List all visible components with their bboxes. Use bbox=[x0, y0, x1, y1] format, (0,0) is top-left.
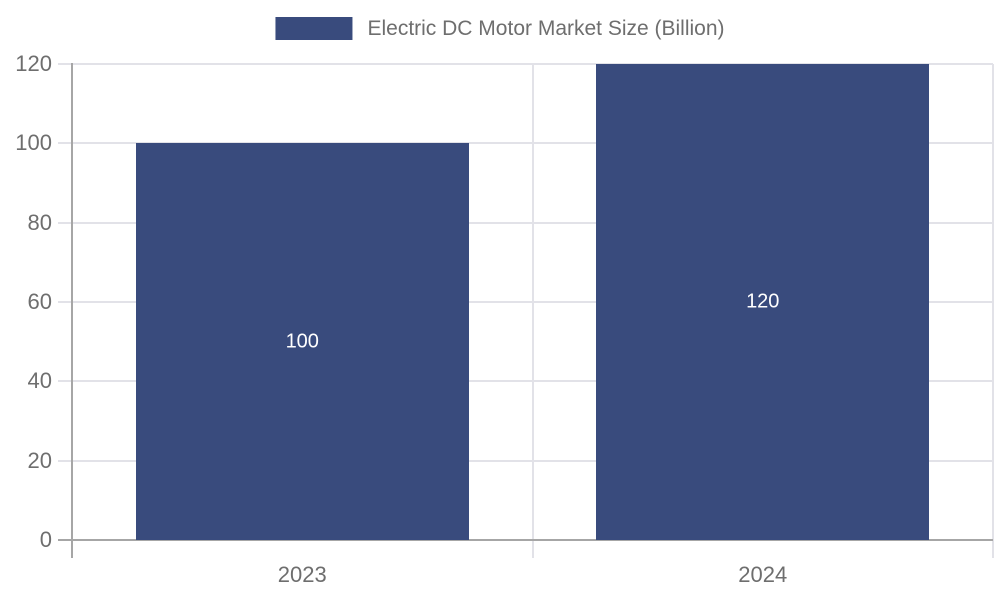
bar-value-label-2023: 100 bbox=[285, 330, 319, 353]
y-tick-80 bbox=[58, 221, 72, 224]
x-tick-boundary-1 bbox=[531, 540, 534, 558]
gridline-x-boundary-2 bbox=[992, 64, 994, 540]
legend-swatch-icon bbox=[275, 17, 353, 40]
x-tick-label-2023: 2023 bbox=[277, 562, 327, 587]
gridline-x-boundary-1 bbox=[531, 64, 534, 540]
y-tick-label-120: 120 bbox=[15, 51, 52, 76]
y-tick-label-20: 20 bbox=[27, 447, 52, 473]
y-tick-20 bbox=[58, 459, 72, 462]
y-tick-label-40: 40 bbox=[27, 368, 52, 394]
bar-value-label-2024: 120 bbox=[746, 290, 780, 313]
y-tick-60 bbox=[58, 301, 72, 303]
bar-2024[interactable] bbox=[596, 64, 930, 540]
y-tick-100 bbox=[58, 142, 72, 145]
y-axis-line bbox=[71, 63, 73, 558]
y-tick-40 bbox=[58, 380, 72, 383]
bar-2023[interactable] bbox=[135, 143, 469, 540]
x-tick-boundary-2 bbox=[992, 540, 994, 558]
y-tick-label-80: 80 bbox=[27, 209, 52, 235]
y-tick-label-100: 100 bbox=[15, 130, 52, 156]
legend-label: Electric DC Motor Market Size (Billion) bbox=[367, 17, 725, 40]
x-tick-label-2024: 2024 bbox=[738, 562, 788, 587]
y-tick-120 bbox=[58, 63, 72, 65]
x-axis-line bbox=[58, 539, 993, 541]
y-tick-label-0: 0 bbox=[39, 527, 52, 552]
legend[interactable]: Electric DC Motor Market Size (Billion) bbox=[275, 17, 725, 40]
y-tick-label-60: 60 bbox=[27, 289, 52, 314]
